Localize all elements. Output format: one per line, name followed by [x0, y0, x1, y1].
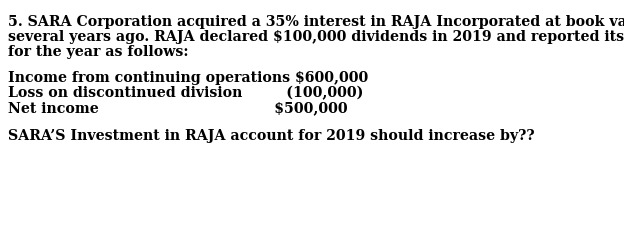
Text: Loss on discontinued division         (100,000): Loss on discontinued division (100,000): [8, 86, 363, 100]
Text: SARA’S Investment in RAJA account for 2019 should increase by??: SARA’S Investment in RAJA account for 20…: [8, 129, 535, 143]
Text: Income from continuing operations $600,000: Income from continuing operations $600,0…: [8, 71, 368, 85]
Text: several years ago. RAJA declared $100,000 dividends in 2019 and reported its inc: several years ago. RAJA declared $100,00…: [8, 30, 624, 44]
Text: for the year as follows:: for the year as follows:: [8, 45, 188, 59]
Text: Net income                                    $500,000: Net income $500,000: [8, 101, 348, 115]
Text: 5. SARA Corporation acquired a 35% interest in RAJA Incorporated at book value: 5. SARA Corporation acquired a 35% inter…: [8, 15, 624, 29]
